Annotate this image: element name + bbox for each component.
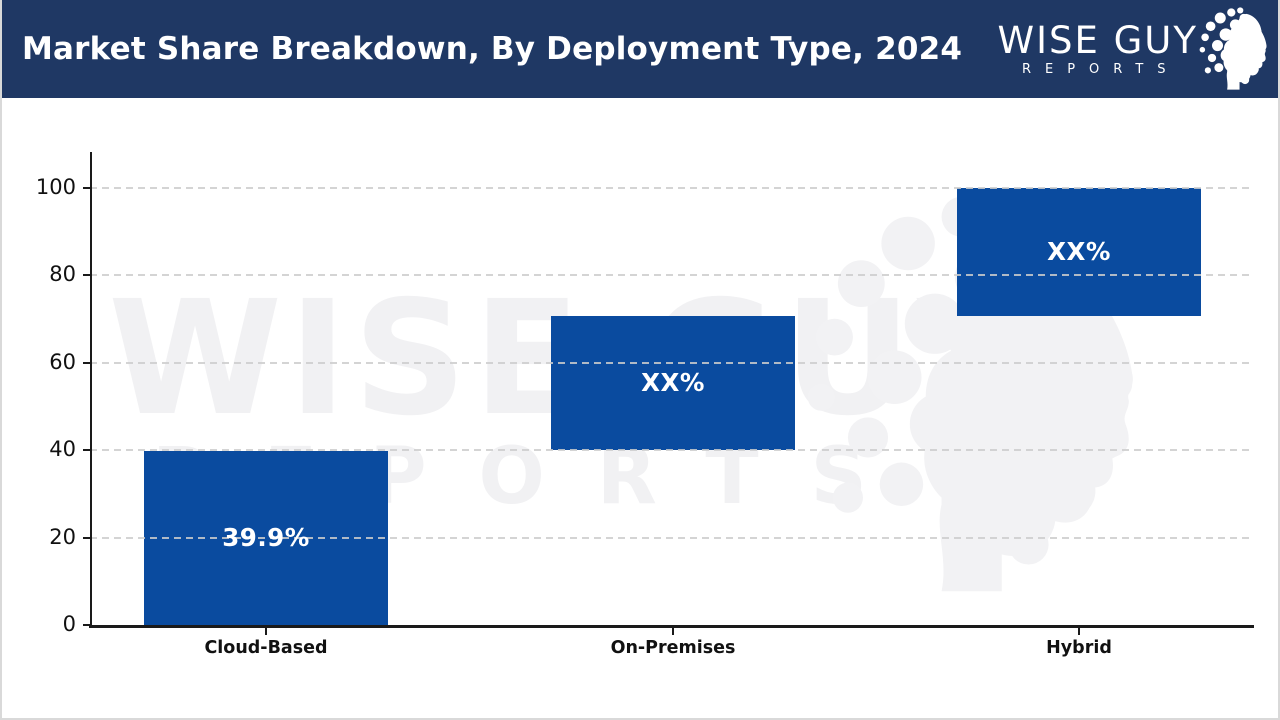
y-tick-label: 60 bbox=[49, 349, 76, 374]
category-label-hybrid: Hybrid bbox=[1046, 638, 1112, 658]
header-bar: Market Share Breakdown, By Deployment Ty… bbox=[2, 0, 1278, 98]
gridline-100 bbox=[90, 187, 1254, 189]
bar-value-label: 39.9% bbox=[222, 522, 310, 552]
logo-wordmark: WISE GUY bbox=[997, 18, 1198, 62]
bar-value-label: XX% bbox=[641, 367, 705, 397]
wiseguy-logo: WISE GUY REPORTS bbox=[998, 4, 1272, 94]
category-label-on-premises: On-Premises bbox=[610, 638, 736, 658]
y-tick-label: 100 bbox=[35, 175, 76, 199]
y-tick-label: 80 bbox=[49, 262, 76, 287]
y-tick-label: 0 bbox=[62, 612, 76, 636]
bar-hybrid bbox=[957, 188, 1201, 316]
logo-text: WISE GUY REPORTS bbox=[998, 22, 1198, 77]
y-axis-line bbox=[90, 152, 92, 627]
logo-face-icon bbox=[1194, 7, 1272, 91]
x-tick bbox=[1078, 627, 1080, 635]
page-title: Market Share Breakdown, By Deployment Ty… bbox=[22, 31, 963, 67]
y-tick bbox=[83, 361, 90, 364]
y-tick bbox=[83, 274, 90, 277]
logo-subtitle: REPORTS bbox=[1021, 61, 1180, 77]
y-tick bbox=[83, 449, 90, 452]
gridline-80 bbox=[90, 274, 1254, 277]
y-tick bbox=[83, 187, 90, 189]
gridline-20 bbox=[90, 536, 1254, 539]
gridline-60 bbox=[90, 361, 1254, 364]
x-tick bbox=[672, 627, 674, 635]
y-tick-label: 20 bbox=[49, 524, 76, 549]
y-tick bbox=[83, 536, 90, 539]
bar-on-premises bbox=[551, 315, 795, 451]
x-tick bbox=[265, 627, 267, 635]
x-axis-line bbox=[89, 625, 1254, 628]
bar-value-label: XX% bbox=[1047, 236, 1111, 266]
y-tick-label: 40 bbox=[49, 437, 76, 462]
y-tick bbox=[83, 624, 90, 626]
gridline-40 bbox=[90, 449, 1254, 452]
category-label-cloud-based: Cloud-Based bbox=[204, 638, 328, 658]
